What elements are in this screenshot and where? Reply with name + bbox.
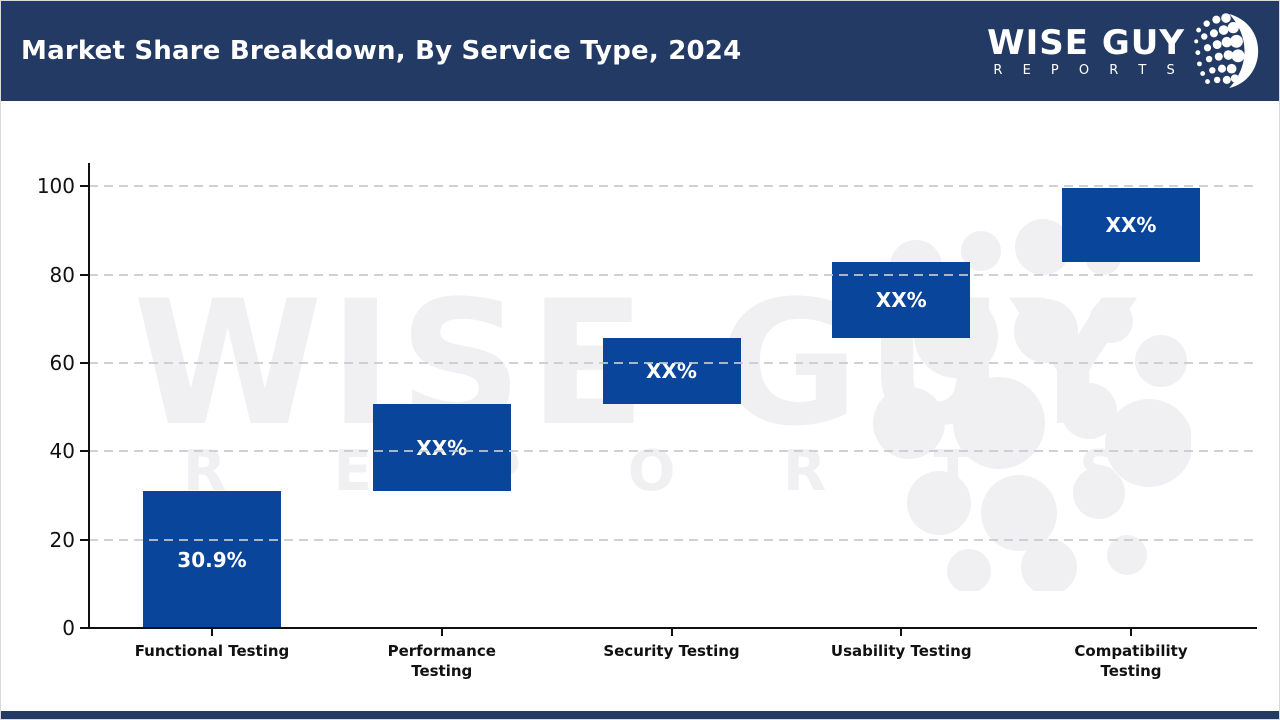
bar-3: XX% <box>602 338 741 404</box>
gridline-y80 <box>89 273 1257 276</box>
x-axis-spine <box>88 627 1257 629</box>
bar-1: 30.9% <box>143 491 281 628</box>
y-tick-mark <box>80 627 88 629</box>
brand-tagline: R E P O R T S <box>993 62 1183 78</box>
bar-value-label: XX% <box>875 288 927 313</box>
gridline-y100 <box>89 185 1257 188</box>
header-band: Market Share Breakdown, By Service Type,… <box>1 1 1279 101</box>
x-tick-label: Compatibility Testing <box>1074 642 1188 680</box>
y-tick-label: 0 <box>62 616 75 640</box>
y-tick-label: 20 <box>49 527 75 552</box>
x-tick-label: Usability Testing <box>830 642 972 660</box>
y-tick-label: 40 <box>49 439 75 464</box>
x-tick-mark <box>440 629 443 636</box>
y-tick-mark <box>80 450 88 453</box>
brand-logo-text: WISE GUY R E P O R T S <box>987 26 1185 77</box>
bar-2: XX% <box>372 404 511 492</box>
gridline-y60 <box>89 361 1257 364</box>
x-tick-mark <box>670 629 673 636</box>
y-tick-mark <box>80 361 88 364</box>
y-tick-mark <box>80 273 88 276</box>
page-title: Market Share Breakdown, By Service Type,… <box>21 36 742 66</box>
y-axis-spine <box>88 163 90 629</box>
bar-value-label: XX% <box>416 435 468 460</box>
bar-value-label: XX% <box>1105 213 1157 238</box>
y-tick-label: 60 <box>49 350 75 375</box>
y-tick-label: 100 <box>36 174 75 199</box>
x-tick-label: Functional Testing <box>134 642 290 660</box>
x-tick-label: Performance Testing <box>387 642 496 680</box>
x-tick-label: Security Testing <box>603 642 740 660</box>
dotted-head-logo-icon <box>1189 12 1263 90</box>
brand-logo: WISE GUY R E P O R T S <box>987 12 1263 90</box>
watermark-dotted-head-icon <box>831 211 1193 595</box>
gridline-y20 <box>89 538 1257 541</box>
bar-5: XX% <box>1062 187 1200 263</box>
gridline-y40 <box>89 450 1257 453</box>
footer-band <box>1 711 1279 719</box>
y-tick-mark <box>80 538 88 541</box>
x-tick-mark <box>1130 629 1132 636</box>
brand-name: WISE GUY <box>987 22 1185 63</box>
x-tick-mark <box>900 629 903 636</box>
y-tick-label: 80 <box>49 262 75 287</box>
x-tick-mark <box>211 629 213 636</box>
bar-value-label: 30.9% <box>177 547 247 572</box>
y-tick-mark <box>80 185 88 188</box>
